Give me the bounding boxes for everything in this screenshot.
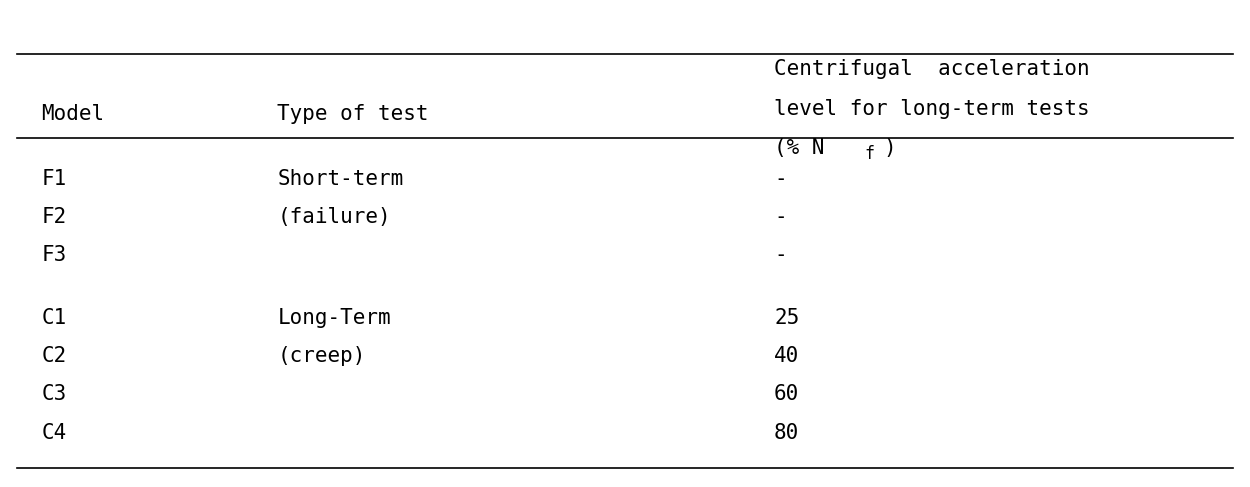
Text: (creep): (creep) — [278, 346, 366, 366]
Text: 60: 60 — [774, 384, 799, 404]
Text: -: - — [774, 207, 786, 227]
Text: Centrifugal  acceleration: Centrifugal acceleration — [774, 59, 1090, 79]
Text: 40: 40 — [774, 346, 799, 366]
Text: Long-Term: Long-Term — [278, 308, 391, 328]
Text: C1: C1 — [41, 308, 66, 328]
Text: C4: C4 — [41, 423, 66, 443]
Text: level for long-term tests: level for long-term tests — [774, 98, 1090, 118]
Text: -: - — [774, 245, 786, 265]
Text: C2: C2 — [41, 346, 66, 366]
Text: (failure): (failure) — [278, 207, 391, 227]
Text: 25: 25 — [774, 308, 799, 328]
Text: -: - — [774, 169, 786, 189]
Text: C3: C3 — [41, 384, 66, 404]
Text: f: f — [865, 146, 875, 164]
Text: ): ) — [884, 138, 896, 158]
Text: F1: F1 — [41, 169, 66, 189]
Text: Short-term: Short-term — [278, 169, 404, 189]
Text: 80: 80 — [774, 423, 799, 443]
Text: Type of test: Type of test — [278, 104, 429, 124]
Text: (% N: (% N — [774, 138, 825, 158]
Text: F3: F3 — [41, 245, 66, 265]
Text: F2: F2 — [41, 207, 66, 227]
Text: Model: Model — [41, 104, 105, 124]
